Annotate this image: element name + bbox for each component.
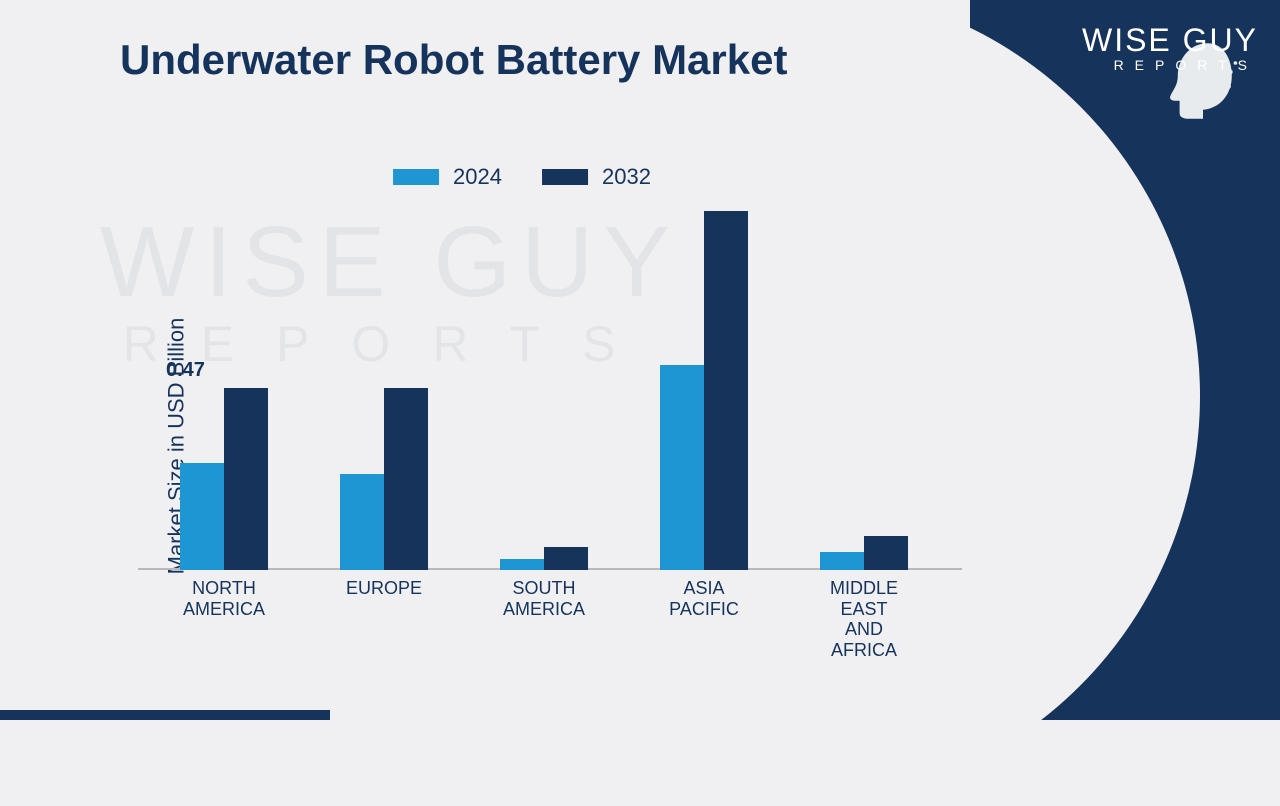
category-label: ASIAPACIFIC xyxy=(634,578,774,619)
chart-area: Market Size in USD Billion 2024 2032 0.4… xyxy=(82,160,962,680)
category-label: NORTHAMERICA xyxy=(154,578,294,619)
legend-swatch-1 xyxy=(542,169,588,185)
value-label: 0.47 xyxy=(166,359,205,382)
category-label: SOUTHAMERICA xyxy=(474,578,614,619)
bottom-accent-bar xyxy=(0,710,330,720)
category-label: EUROPE xyxy=(314,578,454,599)
bar xyxy=(660,365,704,570)
legend-label-1: 2032 xyxy=(602,164,651,190)
chart-title: Underwater Robot Battery Market xyxy=(120,36,787,84)
legend-label-0: 2024 xyxy=(453,164,502,190)
plot: 0.47NORTHAMERICA EUROPE SOUTHAMERICA ASIAPA… xyxy=(138,206,962,570)
bar xyxy=(500,559,544,570)
bar-group: EUROPE xyxy=(340,388,428,570)
logo: WISE GUY REPORTS xyxy=(1082,22,1258,73)
bar xyxy=(864,536,908,570)
bar xyxy=(180,463,224,570)
bar xyxy=(704,211,748,570)
bar xyxy=(224,388,268,570)
bar xyxy=(820,552,864,570)
bar-group: ASIAPACIFIC xyxy=(660,211,748,570)
bar-group: SOUTHAMERICA xyxy=(500,547,588,570)
bar xyxy=(544,547,588,570)
legend-item-0: 2024 xyxy=(393,164,502,190)
bar xyxy=(384,388,428,570)
bar-group: 0.47NORTHAMERICA xyxy=(180,388,268,570)
legend-item-1: 2032 xyxy=(542,164,651,190)
category-label: MIDDLEEASTANDAFRICA xyxy=(794,578,934,661)
bar xyxy=(340,474,384,570)
legend: 2024 2032 xyxy=(393,164,651,190)
legend-swatch-0 xyxy=(393,169,439,185)
head-icon xyxy=(1158,36,1248,126)
bar-group: MIDDLEEASTANDAFRICA xyxy=(820,536,908,570)
